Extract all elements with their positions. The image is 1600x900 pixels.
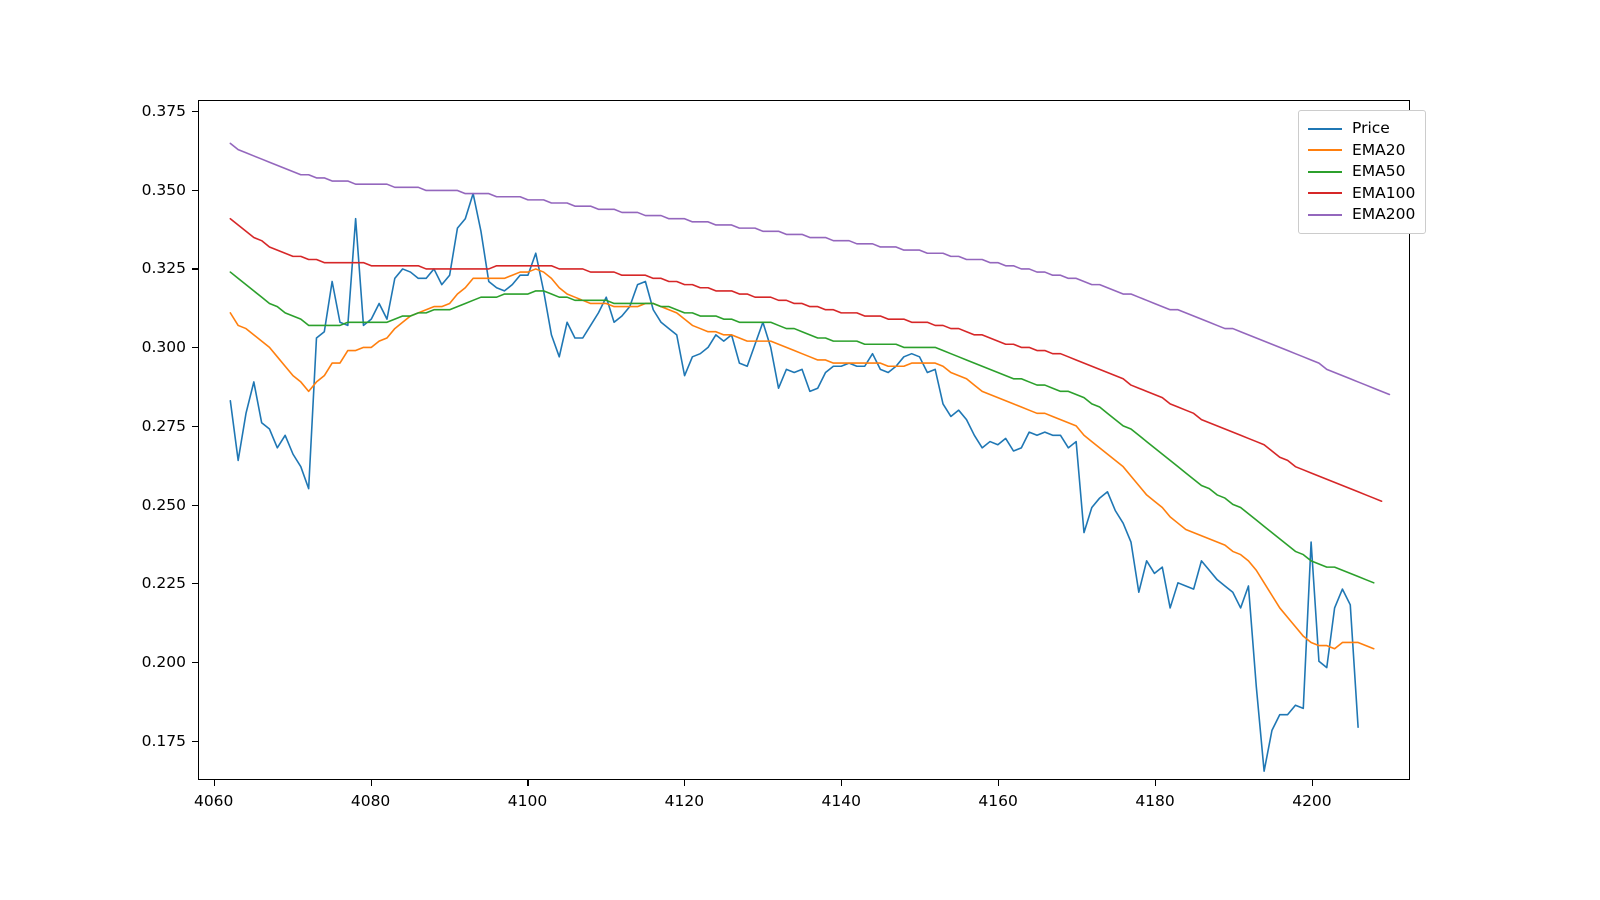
legend-item-ema100[interactable]: EMA100: [1308, 183, 1415, 205]
x-tick-label: 4200: [1292, 792, 1332, 810]
legend-swatch-ema20: [1308, 149, 1342, 152]
legend-swatch-ema200: [1308, 213, 1342, 216]
x-tick-label: 4060: [193, 792, 234, 810]
y-tick-label: 0.350: [141, 180, 186, 199]
y-tick-mark: [192, 347, 198, 349]
y-tick-label: 0.300: [141, 338, 186, 357]
legend-label-ema200: EMA200: [1352, 205, 1416, 223]
legend-item-ema200[interactable]: EMA200: [1308, 204, 1415, 226]
y-tick-mark: [192, 268, 198, 270]
x-tick-mark: [527, 780, 529, 786]
legend-item-price[interactable]: Price: [1308, 118, 1415, 140]
y-tick-mark: [192, 661, 198, 664]
series-line-ema20: [229, 268, 1375, 650]
series-line-ema100: [229, 217, 1383, 503]
legend-label-ema50: EMA50: [1352, 162, 1406, 180]
y-tick-mark: [192, 189, 198, 191]
legend-item-ema50[interactable]: EMA50: [1308, 161, 1415, 183]
x-tick-mark: [684, 780, 686, 786]
x-tick-label: 4120: [664, 792, 705, 810]
y-tick-label: 0.275: [141, 416, 186, 435]
x-tick-mark: [998, 780, 1000, 786]
y-tick-label: 0.200: [141, 652, 186, 671]
legend-swatch-ema50: [1308, 170, 1342, 173]
legend-swatch-ema100: [1308, 192, 1342, 195]
x-tick-mark: [1311, 780, 1314, 786]
legend-label-price: Price: [1352, 119, 1390, 137]
y-tick-label: 0.325: [141, 259, 186, 278]
x-tick-mark: [213, 780, 215, 786]
x-tick-mark: [841, 780, 843, 786]
legend-swatch-price: [1308, 127, 1342, 130]
x-tick-mark: [1155, 780, 1157, 786]
plot-lines-svg: [229, 142, 1391, 772]
chart-legend: Price EMA20 EMA50 EMA100 EMA200: [1298, 110, 1427, 234]
plot-area: [198, 100, 1410, 780]
x-tick-label: 4180: [1135, 792, 1175, 810]
series-line-ema200: [229, 142, 1391, 396]
y-tick-label: 0.175: [141, 731, 186, 750]
x-tick-label: 4080: [350, 792, 391, 810]
y-tick-label: 0.250: [141, 495, 186, 514]
y-tick-mark: [192, 504, 198, 506]
x-tick-label: 4140: [821, 792, 861, 810]
legend-item-ema20[interactable]: EMA20: [1308, 140, 1415, 162]
series-line-price: [229, 192, 1359, 772]
y-tick-mark: [192, 111, 198, 113]
y-tick-mark: [192, 425, 198, 427]
x-tick-mark: [370, 780, 372, 786]
series-line-ema50: [229, 271, 1375, 584]
legend-label-ema20: EMA20: [1352, 140, 1406, 159]
y-tick-mark: [192, 583, 198, 585]
x-tick-label: 4100: [507, 792, 548, 810]
x-tick-label: 4160: [978, 792, 1018, 810]
y-tick-label: 0.225: [141, 574, 186, 593]
y-tick-mark: [192, 740, 198, 742]
y-tick-label: 0.375: [141, 102, 186, 121]
legend-label-ema100: EMA100: [1352, 183, 1416, 202]
